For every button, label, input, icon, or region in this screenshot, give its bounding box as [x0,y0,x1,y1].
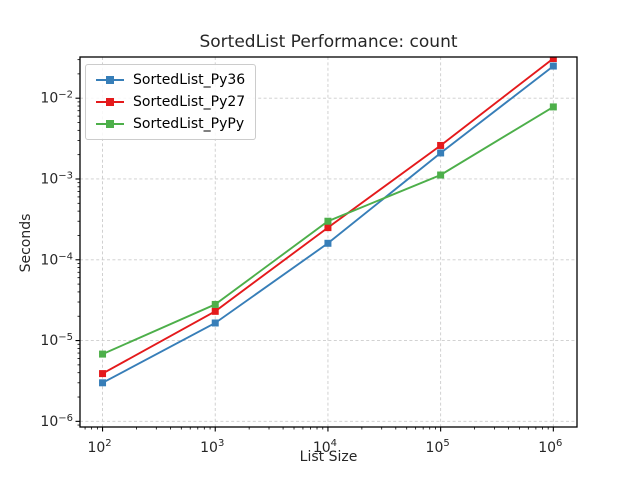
data-point-marker [211,300,219,308]
legend-swatch [96,98,124,106]
x-axis-label: List Size [299,449,358,465]
data-point-marker [324,239,332,247]
legend-label: SortedList_Py36 [133,72,246,88]
data-point-marker [324,224,332,232]
data-point-marker [549,62,557,70]
legend-label: SortedList_Py27 [133,94,246,110]
legend-label: SortedList_PyPy [133,116,245,132]
legend-swatch [96,76,124,84]
x-tick-label: 102 [87,438,111,456]
data-point-marker [437,171,445,179]
series-SortedList_Py36 [99,62,557,387]
y-tick-label: 10−2 [40,90,73,107]
data-point-marker [99,379,107,387]
chart-title: SortedList Performance: count [199,32,458,52]
data-point-marker [99,350,107,358]
x-tick-label: 106 [538,438,562,456]
series-SortedList_Py27 [99,57,557,378]
x-tick-label: 104 [313,438,337,456]
x-tick-label: 105 [426,438,450,456]
legend: SortedList_Py36 SortedList_Py27 SortedList… [85,64,257,140]
legend-item-SortedList_PyPy: SortedList_PyPy [95,115,245,133]
axes-frame [79,56,578,428]
x-tick-label: 103 [200,438,224,456]
series-SortedList_PyPy [99,103,557,358]
data-point-marker [99,370,107,378]
legend-item-SortedList_Py27: SortedList_Py27 [95,93,245,111]
data-point-marker [437,149,445,157]
data-point-marker [549,103,557,111]
data-point-marker [211,307,219,315]
legend-swatch [96,120,124,128]
data-point-marker [437,141,445,149]
y-tick-label: 10−5 [40,332,73,349]
y-tick-label: 10−3 [40,170,73,187]
y-tick-label: 10−6 [40,413,73,430]
y-tick-label: 10−4 [40,251,73,268]
legend-item-SortedList_Py36: SortedList_Py36 [95,71,245,89]
data-point-marker [211,319,219,327]
data-point-marker [324,217,332,225]
data-point-marker [549,57,557,63]
